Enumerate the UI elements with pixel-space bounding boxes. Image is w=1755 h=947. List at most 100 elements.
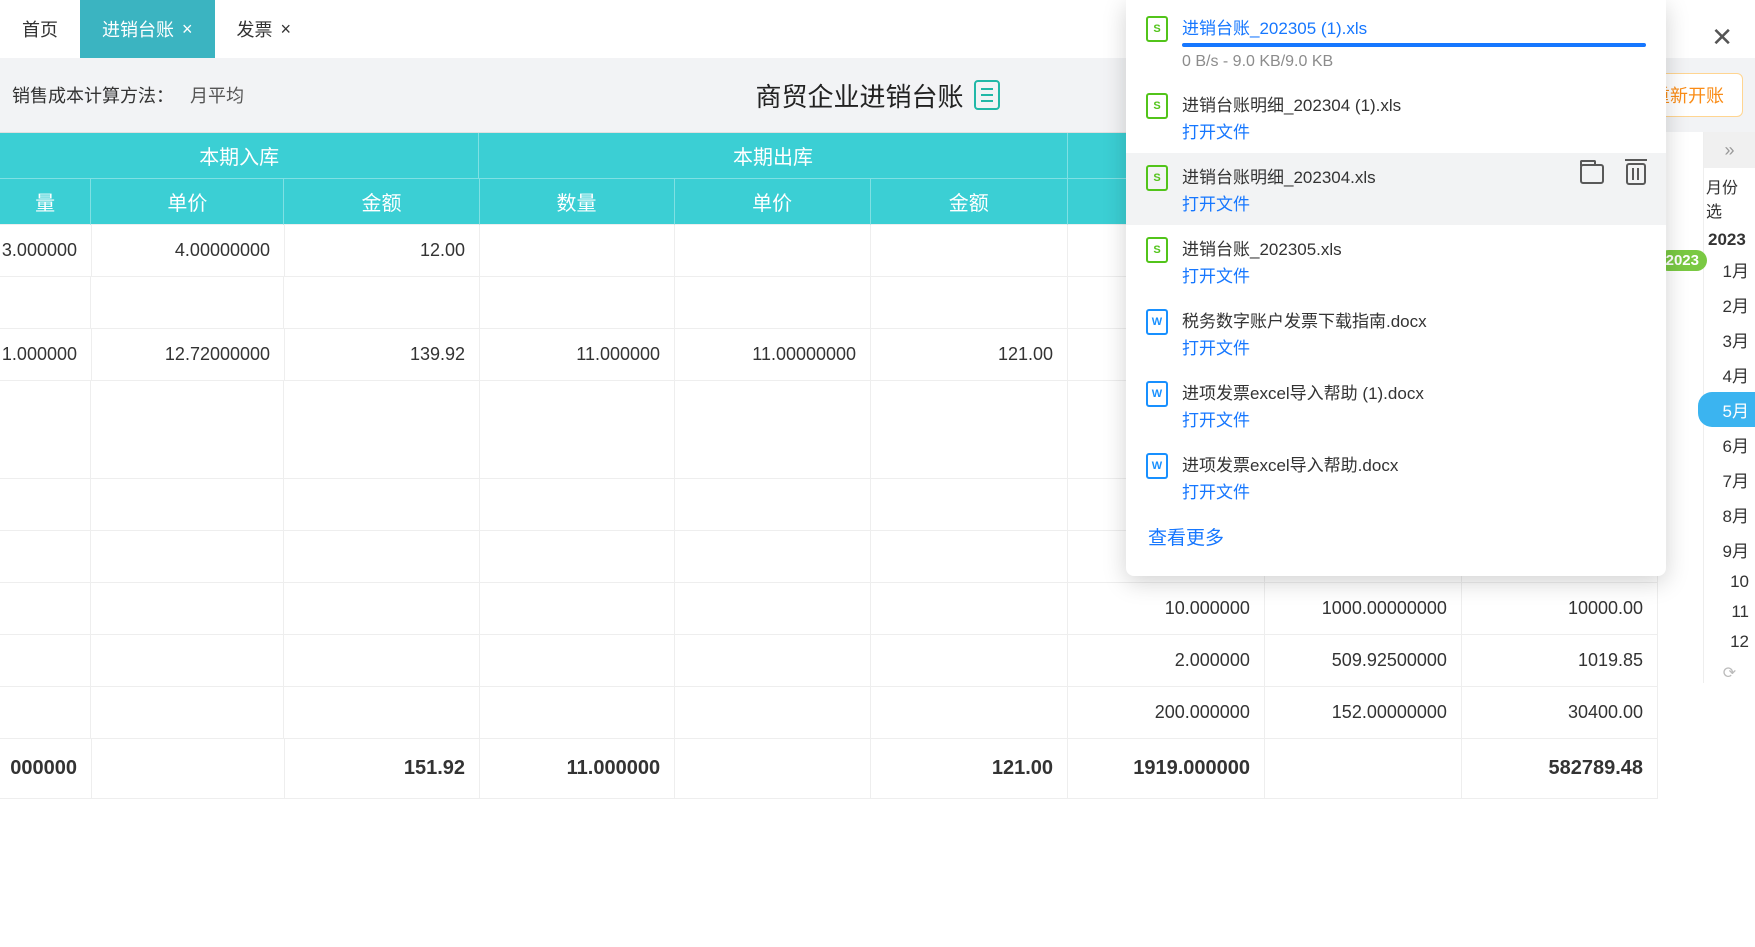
total-cell: 121.00 [871,739,1068,799]
table-cell [284,479,479,531]
table-cell [0,583,91,635]
table-cell: 121.00 [871,329,1068,381]
group-in: 本期入库 [0,133,479,179]
download-item[interactable]: W税务数字账户发票下载指南.docx打开文件 [1126,297,1666,369]
table-cell [480,583,675,635]
close-icon[interactable]: ✕ [1711,22,1733,53]
table-cell [0,277,91,329]
folder-icon[interactable] [1580,164,1604,184]
total-cell: 11.000000 [480,739,675,799]
month-item[interactable]: 12 [1704,627,1755,657]
download-item[interactable]: W进项发票excel导入帮助.docx打开文件 [1126,441,1666,513]
tab-home[interactable]: 首页 [0,0,80,58]
table-cell [91,381,284,479]
month-item[interactable]: 3月 [1704,322,1755,357]
download-body: 进销台账明细_202304 (1).xls打开文件 [1182,91,1646,143]
open-file-link[interactable]: 打开文件 [1182,478,1646,503]
open-file-link[interactable]: 打开文件 [1182,190,1566,215]
table-cell [480,531,675,583]
table-cell [0,635,91,687]
excel-icon: S [1146,16,1168,42]
table-cell [91,583,284,635]
collapse-icon[interactable]: » [1704,132,1755,168]
table-cell [871,531,1068,583]
table-cell: 1019.85 [1462,635,1658,687]
download-filename: 进项发票excel导入帮助.docx [1182,451,1646,476]
total-cell: 582789.48 [1462,739,1658,799]
table-cell [284,583,479,635]
month-item[interactable]: 10 [1704,567,1755,597]
month-item[interactable]: 7月 [1704,462,1755,497]
open-file-link[interactable]: 打开文件 [1182,406,1646,431]
table-cell [480,277,675,329]
open-file-link[interactable]: 打开文件 [1182,262,1646,287]
table-cell [91,479,284,531]
excel-icon: S [1146,237,1168,263]
document-icon[interactable] [974,80,1000,110]
month-item[interactable]: 6月 [1704,427,1755,462]
table-cell [480,225,675,277]
calc-method-value[interactable]: 月平均 [182,80,252,110]
tab-label: 首页 [22,16,58,42]
total-cell [1265,739,1462,799]
table-cell: 2.000000 [1068,635,1265,687]
open-file-link[interactable]: 打开文件 [1182,334,1646,359]
close-icon[interactable]: × [281,20,292,38]
table-cell: 1.000000 [0,329,92,381]
download-filename: 进销台账_202305.xls [1182,235,1646,260]
table-cell [91,531,284,583]
download-item[interactable]: W进项发票excel导入帮助 (1).docx打开文件 [1126,369,1666,441]
table-cell: 10.000000 [1068,583,1265,635]
col-amount: 金额 [284,179,479,225]
table-cell [871,479,1068,531]
month-item[interactable]: 11 [1704,597,1755,627]
close-icon[interactable]: × [182,20,193,38]
download-item[interactable]: S 进销台账_202305 (1).xls 0 B/s - 9.0 KB/9.0 K… [1126,4,1666,81]
downloads-panel: S 进销台账_202305 (1).xls 0 B/s - 9.0 KB/9.0 K… [1126,0,1666,576]
month-item[interactable]: 9月 [1704,532,1755,567]
month-item[interactable]: 2月 [1704,287,1755,322]
page-title: 商贸企业进销台账 [755,77,999,114]
table-row: 2.000000509.925000001019.85 [0,635,1658,687]
month-item[interactable]: 5月 [1698,392,1755,427]
table-cell [284,381,479,479]
table-cell: 11.000000 [480,329,675,381]
tab-invoice[interactable]: 发票 × [215,0,314,58]
download-item[interactable]: S进销台账明细_202304 (1).xls打开文件 [1126,81,1666,153]
table-cell [480,687,675,739]
table-cell: 11.00000000 [675,329,871,381]
download-filename: 进销台账_202305 (1).xls [1182,14,1646,39]
table-cell: 200.000000 [1068,687,1265,739]
month-item[interactable]: 8月 [1704,497,1755,532]
col-qty: 量 [0,179,91,225]
download-progress-text: 0 B/s - 9.0 KB/9.0 KB [1182,53,1646,71]
word-icon: W [1146,381,1168,407]
table-cell [675,531,871,583]
download-filename: 税务数字账户发票下载指南.docx [1182,307,1646,332]
trash-icon[interactable] [1626,163,1646,185]
download-actions [1580,163,1646,185]
table-cell: 30400.00 [1462,687,1658,739]
download-item[interactable]: S 进销台账_202305.xls打开文件 [1126,225,1666,297]
open-file-link[interactable]: 打开文件 [1182,118,1646,143]
total-cell [675,739,871,799]
view-more-link[interactable]: 查看更多 [1126,513,1666,560]
refresh-icon[interactable]: ⟳ [1704,663,1755,683]
table-cell [284,687,479,739]
table-total-row: 000000 151.92 11.000000 121.00 1919.0000… [0,739,1658,799]
total-cell [92,739,285,799]
table-cell [284,531,479,583]
month-item[interactable]: 1月 [1704,252,1755,287]
tab-ledger[interactable]: 进销台账 × [80,0,215,58]
table-cell [91,277,284,329]
table-cell: 3.000000 [0,225,92,277]
table-row: 200.000000152.0000000030400.00 [0,687,1658,739]
download-body: 税务数字账户发票下载指南.docx打开文件 [1182,307,1646,359]
download-item[interactable]: S进销台账明细_202304.xls打开文件 [1126,153,1666,225]
progress-bar [1182,43,1646,47]
table-cell [871,225,1068,277]
table-cell: 139.92 [285,329,480,381]
col-qty: 数量 [480,179,675,225]
table-cell [871,583,1068,635]
month-item[interactable]: 4月 [1704,357,1755,392]
